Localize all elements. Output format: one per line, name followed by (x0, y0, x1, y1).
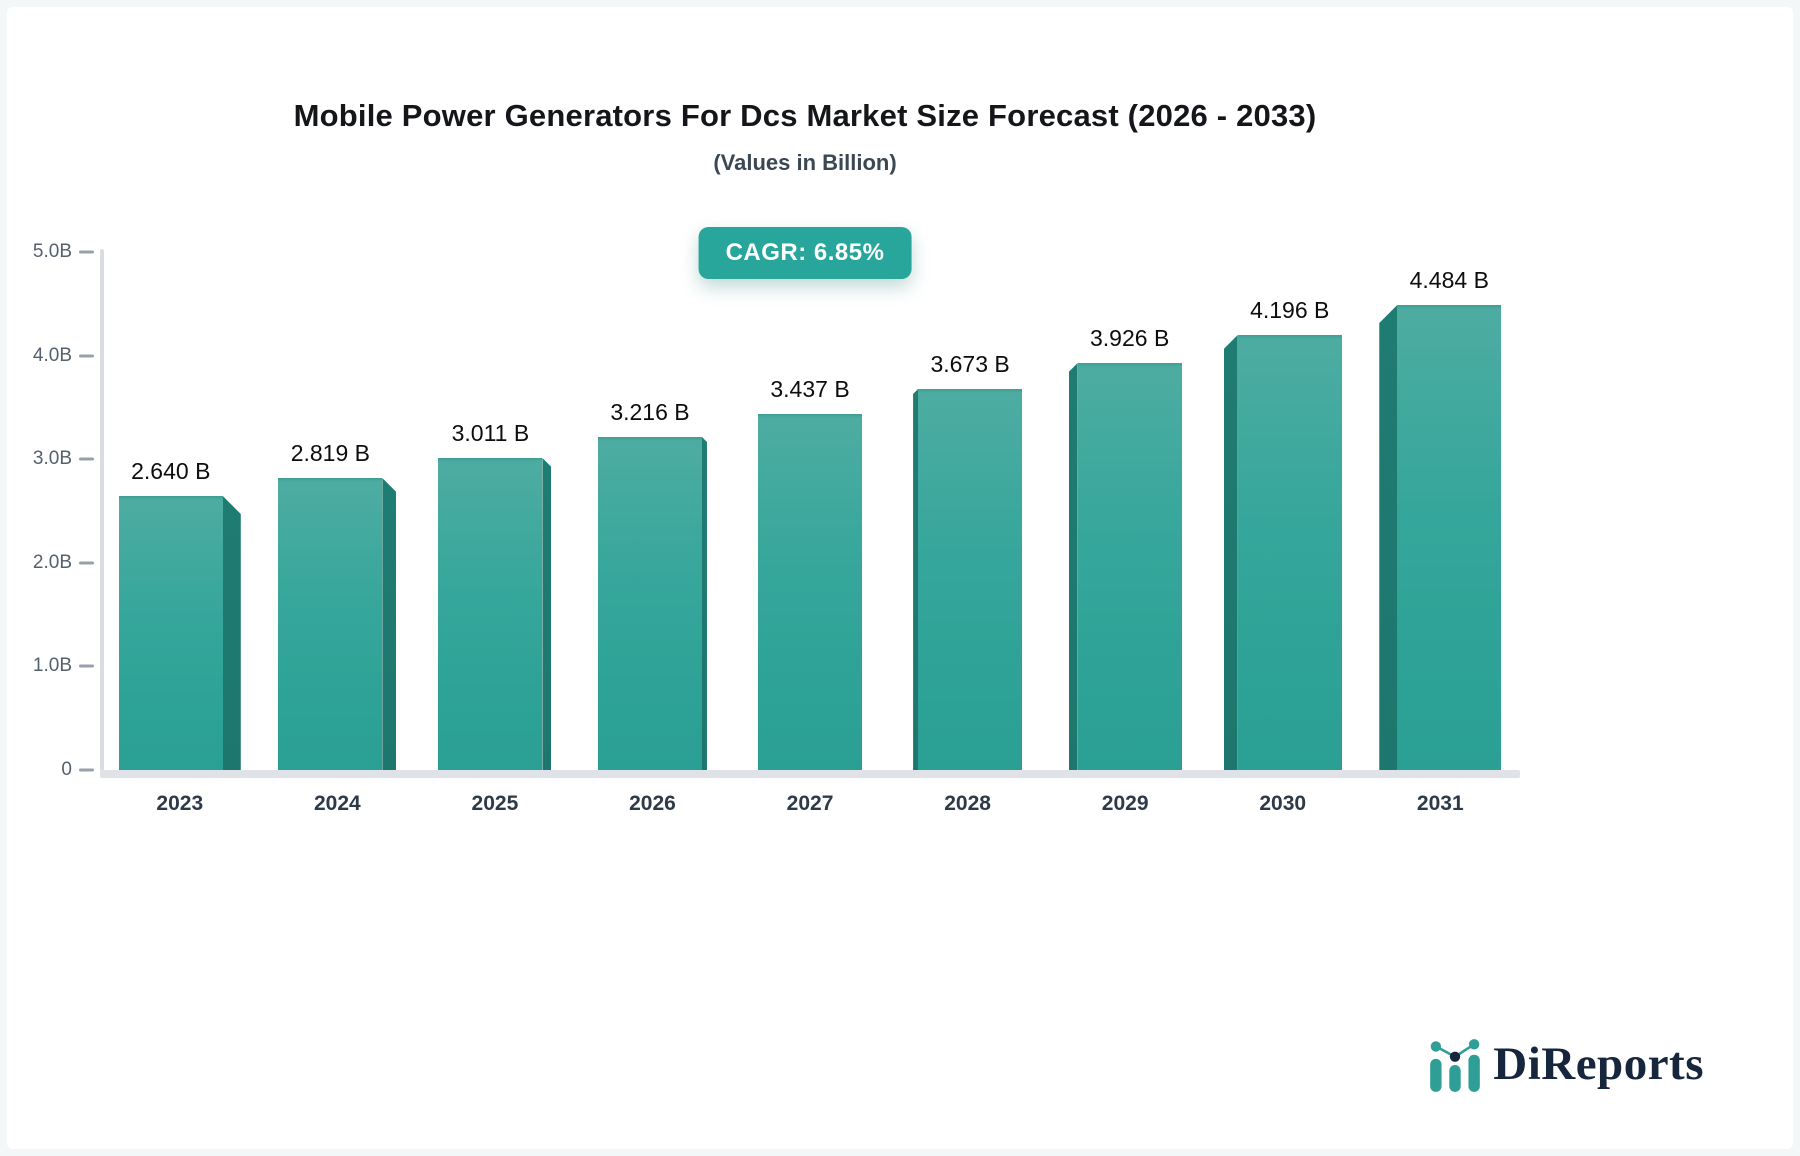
bar-side-3d (913, 389, 919, 770)
bar-value-label: 2.819 B (290, 440, 370, 466)
bar-side-3d (222, 496, 241, 770)
direports-logo-text: DiReports (1493, 1037, 1704, 1090)
bar-value-label: 3.216 B (610, 399, 690, 425)
bar-slot: 3.926 B (1046, 252, 1204, 770)
bar-slot: 2.819 B (259, 252, 417, 770)
x-axis-label: 2031 (1416, 792, 1464, 815)
bar-face (118, 496, 223, 770)
x-axis-label: 2024 (313, 792, 361, 815)
x-axis-label: 2026 (629, 792, 676, 815)
y-axis-tick (79, 250, 94, 254)
bar-side-3d (1379, 305, 1398, 770)
bar-side-3d (1068, 363, 1078, 770)
y-axis-tick (79, 561, 94, 565)
bar: 3.216 B (597, 399, 707, 770)
y-axis-tick (79, 664, 94, 668)
bar-slot: 3.011 B (416, 252, 574, 770)
bar-slot: 4.484 B (1362, 252, 1520, 770)
bar-value-label: 3.011 B (451, 420, 530, 446)
bar: 3.437 B (758, 376, 863, 770)
bar-value-label: 4.484 B (1409, 267, 1489, 293)
bar-face (1077, 363, 1182, 770)
y-axis-tick (79, 457, 94, 461)
bar-face (758, 414, 863, 770)
x-axis-label: 2029 (1101, 792, 1149, 815)
x-axis-label: 2027 (786, 792, 834, 815)
bar: 3.011 B (438, 420, 552, 770)
chart-title: Mobile Power Generators For Dcs Market S… (293, 98, 1317, 133)
x-axis-label: 2023 (156, 792, 204, 815)
y-axis-tick (79, 768, 94, 772)
cagr-badge: CAGR: 6.85% (698, 227, 912, 279)
y-axis-line (100, 249, 104, 771)
y-axis-label: 0 (61, 759, 72, 780)
y-axis-label: 2.0B (32, 551, 72, 573)
bar: 3.673 B (913, 351, 1023, 770)
bar-value-label: 3.437 B (770, 376, 850, 402)
bar: 4.484 B (1379, 267, 1502, 770)
bar: 3.926 B (1068, 325, 1182, 770)
bar-value-label: 3.926 B (1090, 325, 1170, 351)
y-axis-tick (79, 354, 94, 358)
x-axis-labels: 2023 2024 2025 2026 2027 2028 2029 2030 2031 (101, 792, 1519, 816)
bar-plot: 2.640 B 2.819 B 3.011 B 3.216 B 3.437 B 3.673… (101, 252, 1519, 770)
bar-value-label: 2.640 B (131, 458, 211, 484)
y-axis-label: 3.0B (32, 448, 72, 470)
bar-slot: 4.196 B (1204, 252, 1362, 770)
bar-slot: 3.216 B (574, 252, 732, 770)
bar-slot: 3.673 B (889, 252, 1047, 770)
bar-slot: 2.640 B (101, 252, 259, 770)
bar-face (438, 458, 543, 770)
x-axis-label: 2030 (1259, 792, 1307, 815)
bar-face (597, 437, 702, 770)
bar-side-3d (382, 478, 397, 770)
bar-face (918, 389, 1023, 770)
direports-logo-icon (1430, 1039, 1481, 1092)
bar: 2.819 B (278, 440, 397, 770)
bar-side-3d (701, 437, 707, 770)
y-axis-label: 5.0B (32, 241, 72, 262)
bar-side-3d (1223, 335, 1238, 770)
bar-face (1237, 335, 1342, 770)
chart-subtitle: (Values in Billion) (713, 150, 897, 175)
bar: 4.196 B (1223, 297, 1342, 770)
x-axis-label: 2025 (471, 792, 519, 815)
bar-side-3d (542, 458, 552, 770)
bar-value-label: 4.196 B (1250, 297, 1330, 323)
y-axis-label: 4.0B (32, 344, 72, 366)
bar: 2.640 B (118, 458, 241, 770)
bar-slot: 3.437 B (731, 252, 889, 770)
direports-logo: DiReports (1426, 1028, 1704, 1100)
x-axis-baseline (100, 770, 1520, 778)
x-axis-label: 2028 (944, 792, 991, 815)
y-axis-label: 1.0B (32, 655, 72, 677)
bar-face (1397, 305, 1502, 770)
bar-face (278, 478, 383, 770)
bar-value-label: 3.673 B (930, 351, 1010, 377)
